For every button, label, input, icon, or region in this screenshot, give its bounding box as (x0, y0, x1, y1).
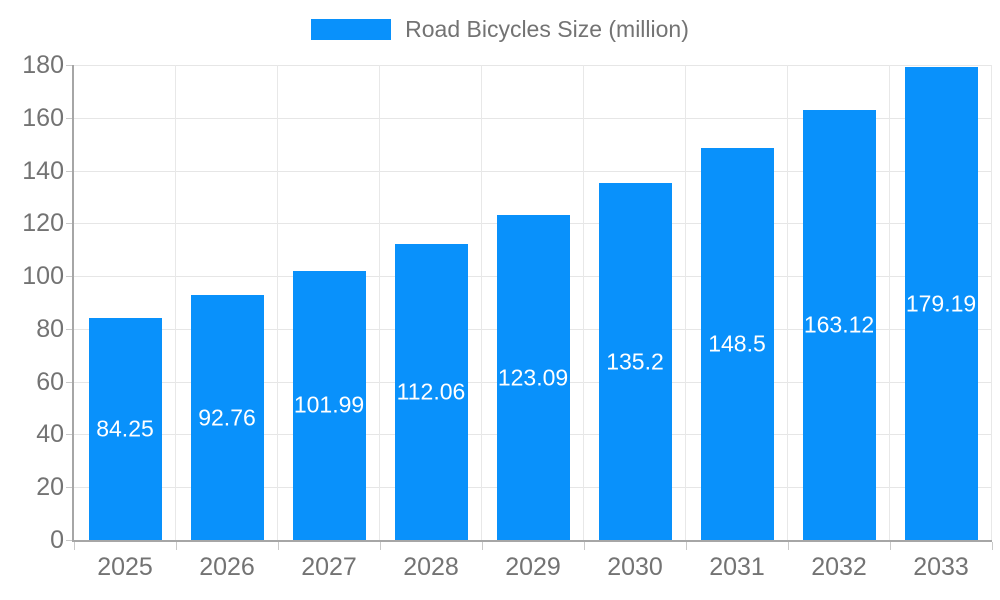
bar-value-label: 135.2 (606, 348, 664, 375)
y-tick-label: 140 (22, 156, 64, 185)
x-tick-label: 2033 (913, 553, 969, 581)
v-gridline (889, 65, 890, 540)
y-axis-tick (66, 223, 73, 225)
y-axis-tick (66, 65, 73, 66)
y-tick-label: 80 (36, 314, 64, 343)
x-axis-tick (278, 542, 279, 550)
x-tick-label: 2029 (505, 553, 561, 581)
v-gridline (379, 65, 380, 540)
legend-label: Road Bicycles Size (million) (405, 16, 689, 42)
x-tick-label: 2030 (607, 553, 663, 581)
x-axis-tick (74, 542, 75, 550)
v-gridline (991, 65, 992, 540)
x-tick-label: 2032 (811, 553, 867, 581)
y-axis-tick (66, 540, 73, 541)
x-axis-line (72, 540, 992, 542)
x-axis-tick (176, 542, 177, 550)
x-tick-label: 2031 (709, 553, 765, 581)
h-gridline (74, 117, 992, 119)
x-tick-label: 2027 (301, 553, 357, 581)
y-tick-label: 20 (36, 473, 64, 502)
x-tick-label: 2028 (403, 553, 459, 581)
bar-2028[interactable]: 112.06 (394, 244, 468, 540)
y-axis-tick (66, 170, 73, 172)
y-tick-label: 0 (50, 526, 64, 554)
x-axis-tick (482, 542, 483, 550)
y-tick-label: 100 (22, 262, 64, 291)
bar-2032[interactable]: 163.12 (802, 109, 876, 540)
bar-2026[interactable]: 92.76 (190, 295, 264, 540)
y-axis-line (72, 65, 74, 542)
y-axis-tick (66, 434, 73, 436)
x-axis-tick (584, 542, 585, 550)
bar-2027[interactable]: 101.99 (292, 270, 366, 540)
y-axis-tick (66, 276, 73, 278)
x-axis-tick (380, 542, 381, 550)
bar-2029[interactable]: 123.09 (496, 215, 570, 540)
y-tick-label: 160 (22, 103, 64, 132)
y-axis-tick (66, 328, 73, 330)
v-gridline (787, 65, 788, 540)
bar-value-label: 179.19 (905, 290, 977, 317)
bar-value-label: 84.25 (96, 415, 154, 442)
bar-2030[interactable]: 135.2 (598, 183, 672, 540)
x-axis-tick (686, 542, 687, 550)
legend-swatch (311, 19, 392, 40)
y-tick-label: 40 (36, 420, 64, 449)
v-gridline (583, 65, 584, 540)
v-gridline (277, 65, 278, 540)
y-tick-label: 180 (22, 51, 64, 79)
bar-2025[interactable]: 84.25 (88, 317, 162, 540)
bar-value-label: 148.5 (708, 330, 766, 357)
v-gridline (175, 65, 176, 540)
v-gridline (685, 65, 686, 540)
x-tick-label: 2025 (97, 553, 153, 581)
x-axis-tick (788, 542, 789, 550)
bar-value-label: 163.12 (803, 311, 875, 338)
x-tick-label: 2026 (199, 553, 255, 581)
bar-value-label: 92.76 (198, 404, 256, 431)
bar-value-label: 101.99 (293, 391, 365, 418)
h-gridline (74, 65, 992, 66)
v-gridline (481, 65, 482, 540)
bar-value-label: 123.09 (497, 364, 569, 391)
x-axis-tick (992, 542, 993, 550)
x-axis-tick (890, 542, 891, 550)
y-tick-label: 120 (22, 209, 64, 238)
plot-area: 84.25 92.76 101.99 112.06 123.09 135.2 148.5 16… (74, 65, 992, 540)
y-tick-label: 60 (36, 367, 64, 396)
bar-2031[interactable]: 148.5 (700, 148, 774, 540)
h-gridline (74, 170, 992, 172)
bar-2033[interactable]: 179.19 (904, 67, 978, 540)
y-axis-tick (66, 381, 73, 383)
y-axis-tick (66, 487, 73, 489)
y-axis-tick (66, 117, 73, 119)
legend[interactable]: Road Bicycles Size (million) (0, 16, 1000, 43)
bar-value-label: 112.06 (396, 378, 466, 405)
